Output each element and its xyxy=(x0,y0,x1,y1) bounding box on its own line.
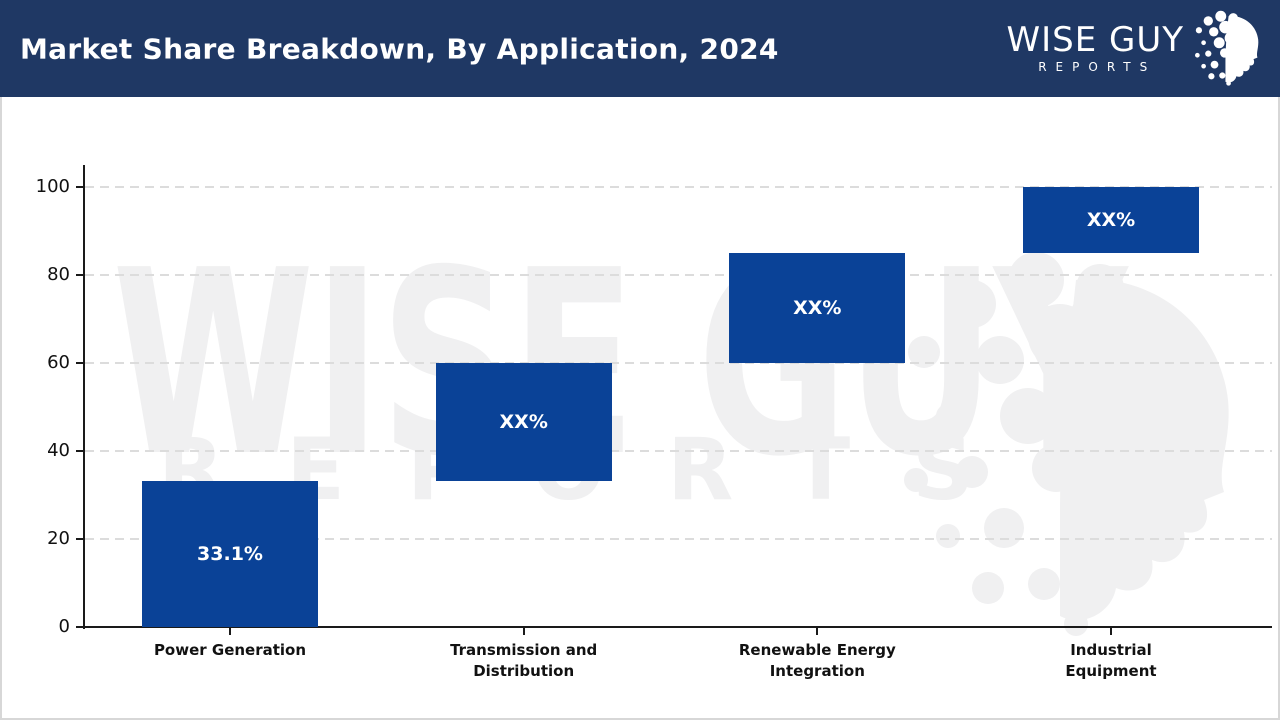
x-axis-line xyxy=(83,626,1272,628)
x-axis-label: Renewable Energy Integration xyxy=(738,641,896,680)
x-axis-tick xyxy=(816,628,819,635)
brand-subtitle: REPORTS xyxy=(1038,60,1157,75)
gridline xyxy=(85,274,1272,276)
brand-logo: WISE GUY REPORTS xyxy=(1006,6,1266,91)
y-axis-tick xyxy=(76,186,85,188)
bar-value-label: XX% xyxy=(499,411,548,434)
gridline xyxy=(85,538,1272,540)
gridline xyxy=(85,362,1272,364)
header-bar: Market Share Breakdown, By Application, … xyxy=(0,0,1280,97)
face-profile-dots-icon xyxy=(1188,8,1266,90)
y-axis-tick xyxy=(76,274,85,276)
y-axis-tick-label: 80 xyxy=(47,264,70,285)
y-axis-tick-label: 60 xyxy=(47,352,70,373)
x-axis-tick xyxy=(1110,628,1112,635)
y-axis-tick-label: 40 xyxy=(47,440,70,461)
bar-value-label: XX% xyxy=(1086,209,1136,231)
bar-1: 33.1% xyxy=(142,481,318,627)
y-axis-tick xyxy=(76,450,85,452)
page-title: Market Share Breakdown, By Application, … xyxy=(20,32,779,65)
x-axis-label: Industrial Equipment xyxy=(1065,641,1157,680)
bar-3: XX% xyxy=(729,253,906,363)
x-axis-tick xyxy=(522,628,525,635)
x-axis-label: Transmission and Distribution xyxy=(450,641,598,680)
bar-4: XX% xyxy=(1023,187,1199,253)
y-axis-tick xyxy=(76,362,85,364)
watermark-brand-text: WISE GUY xyxy=(112,216,1127,513)
y-axis-tick xyxy=(76,626,85,628)
y-axis-tick-label: 0 xyxy=(58,616,70,637)
x-axis-label: Power Generation xyxy=(153,641,307,659)
face-profile-dots-icon xyxy=(868,212,1268,684)
bar-value-label: 33.1% xyxy=(197,543,263,566)
y-axis-tick xyxy=(76,538,85,540)
brand-text: WISE GUY REPORTS xyxy=(1006,19,1184,75)
gridline xyxy=(85,450,1272,452)
y-axis-tick-label: 20 xyxy=(47,528,70,549)
y-axis-tick-label: 100 xyxy=(35,176,70,197)
gridline xyxy=(85,186,1272,188)
y-axis-line xyxy=(83,165,85,629)
brand-name: WISE GUY xyxy=(1006,19,1184,60)
bar-2: XX% xyxy=(435,363,612,482)
x-axis-tick xyxy=(229,628,231,635)
bar-value-label: XX% xyxy=(793,297,842,319)
